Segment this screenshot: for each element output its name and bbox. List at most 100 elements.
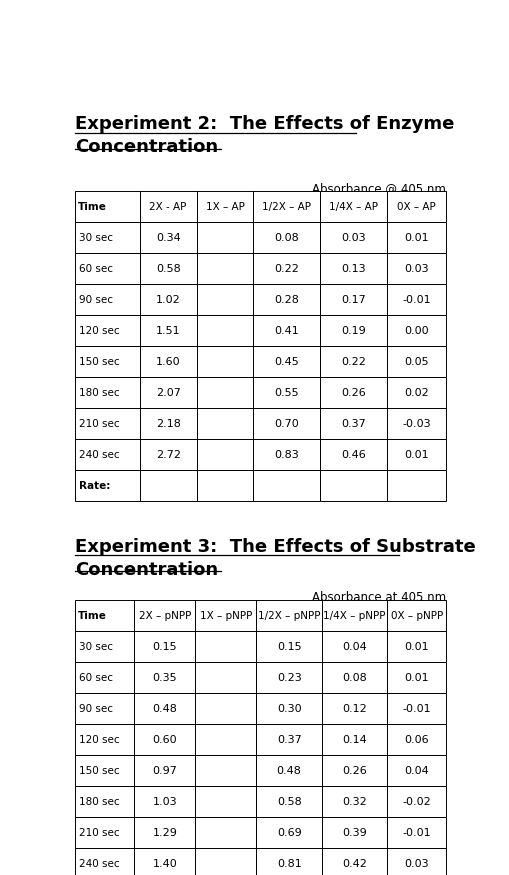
Text: 0.17: 0.17 [341, 295, 366, 304]
Bar [387, 786, 446, 817]
Bar [253, 315, 320, 346]
Bar [322, 817, 387, 848]
Bar [196, 439, 253, 470]
Text: 0.81: 0.81 [277, 858, 301, 869]
Bar [140, 346, 196, 377]
Bar [196, 222, 253, 253]
Bar [387, 439, 446, 470]
Bar [253, 253, 320, 284]
Bar [196, 253, 253, 284]
Text: 0.19: 0.19 [341, 326, 366, 336]
Text: 1.51: 1.51 [156, 326, 181, 336]
Text: 0.48: 0.48 [277, 766, 301, 775]
Bar [387, 755, 446, 786]
Text: 0.02: 0.02 [404, 388, 429, 398]
Bar [253, 377, 320, 409]
Text: 1/2X – pNPP: 1/2X – pNPP [258, 611, 320, 620]
Text: 90 sec: 90 sec [78, 295, 112, 304]
Text: Time: Time [78, 202, 107, 212]
Text: 0.15: 0.15 [277, 641, 301, 652]
Bar [387, 600, 446, 631]
Text: 0.12: 0.12 [343, 704, 367, 714]
Bar [140, 253, 196, 284]
Text: 0.42: 0.42 [342, 858, 367, 869]
Bar [134, 631, 195, 662]
Text: Absorbance at 405 nm: Absorbance at 405 nm [312, 591, 446, 604]
Text: 0.06: 0.06 [405, 735, 429, 745]
Bar [140, 377, 196, 409]
Bar [320, 192, 387, 222]
Text: 180 sec: 180 sec [78, 796, 119, 807]
Text: 0.01: 0.01 [404, 233, 429, 242]
Bar [322, 600, 387, 631]
Bar [75, 786, 134, 817]
Bar [387, 724, 446, 755]
Bar [195, 600, 257, 631]
Bar [253, 222, 320, 253]
Bar [257, 786, 322, 817]
Text: 0.28: 0.28 [274, 295, 299, 304]
Text: 0.97: 0.97 [152, 766, 177, 775]
Bar [75, 631, 134, 662]
Bar [387, 817, 446, 848]
Bar [253, 346, 320, 377]
Bar [322, 631, 387, 662]
Bar [387, 192, 446, 222]
Bar [387, 253, 446, 284]
Text: 0.15: 0.15 [153, 641, 177, 652]
Bar [320, 284, 387, 315]
Bar [322, 786, 387, 817]
Text: 0.08: 0.08 [343, 673, 367, 682]
Bar [75, 817, 134, 848]
Text: Experiment 3:  The Effects of Substrate
Concentration: Experiment 3: The Effects of Substrate C… [75, 538, 476, 579]
Text: -0.03: -0.03 [402, 418, 431, 429]
Bar [195, 693, 257, 724]
Bar [257, 600, 322, 631]
Bar [134, 724, 195, 755]
Bar [257, 662, 322, 693]
Text: 0.08: 0.08 [274, 233, 299, 242]
Text: 0.22: 0.22 [341, 357, 366, 367]
Text: 2X - AP: 2X - AP [150, 202, 187, 212]
Text: -0.01: -0.01 [403, 828, 431, 837]
Bar [140, 439, 196, 470]
Bar [257, 631, 322, 662]
Bar [320, 470, 387, 501]
Text: 1.02: 1.02 [156, 295, 181, 304]
Text: 0.35: 0.35 [153, 673, 177, 682]
Bar [257, 724, 322, 755]
Bar [322, 662, 387, 693]
Text: -0.02: -0.02 [403, 796, 431, 807]
Bar [75, 409, 140, 439]
Bar [387, 222, 446, 253]
Text: 0.58: 0.58 [156, 263, 181, 274]
Bar [196, 284, 253, 315]
Text: 0.03: 0.03 [341, 233, 366, 242]
Text: 0.00: 0.00 [404, 326, 429, 336]
Bar [195, 662, 257, 693]
Text: 1.60: 1.60 [156, 357, 181, 367]
Bar [387, 409, 446, 439]
Bar [253, 409, 320, 439]
Bar [196, 470, 253, 501]
Bar [75, 315, 140, 346]
Text: 0.46: 0.46 [341, 450, 366, 459]
Text: 0.22: 0.22 [274, 263, 299, 274]
Bar [322, 724, 387, 755]
Text: 1/4X – pNPP: 1/4X – pNPP [323, 611, 386, 620]
Bar [134, 662, 195, 693]
Bar [320, 222, 387, 253]
Bar [195, 631, 257, 662]
Text: 30 sec: 30 sec [78, 233, 112, 242]
Bar [134, 786, 195, 817]
Text: 150 sec: 150 sec [78, 766, 119, 775]
Text: 1.03: 1.03 [153, 796, 177, 807]
Bar [320, 315, 387, 346]
Text: 0.01: 0.01 [405, 673, 429, 682]
Bar [253, 192, 320, 222]
Bar [253, 470, 320, 501]
Text: 30 sec: 30 sec [78, 641, 112, 652]
Text: 2.07: 2.07 [156, 388, 181, 398]
Bar [75, 192, 140, 222]
Text: 0.48: 0.48 [152, 704, 177, 714]
